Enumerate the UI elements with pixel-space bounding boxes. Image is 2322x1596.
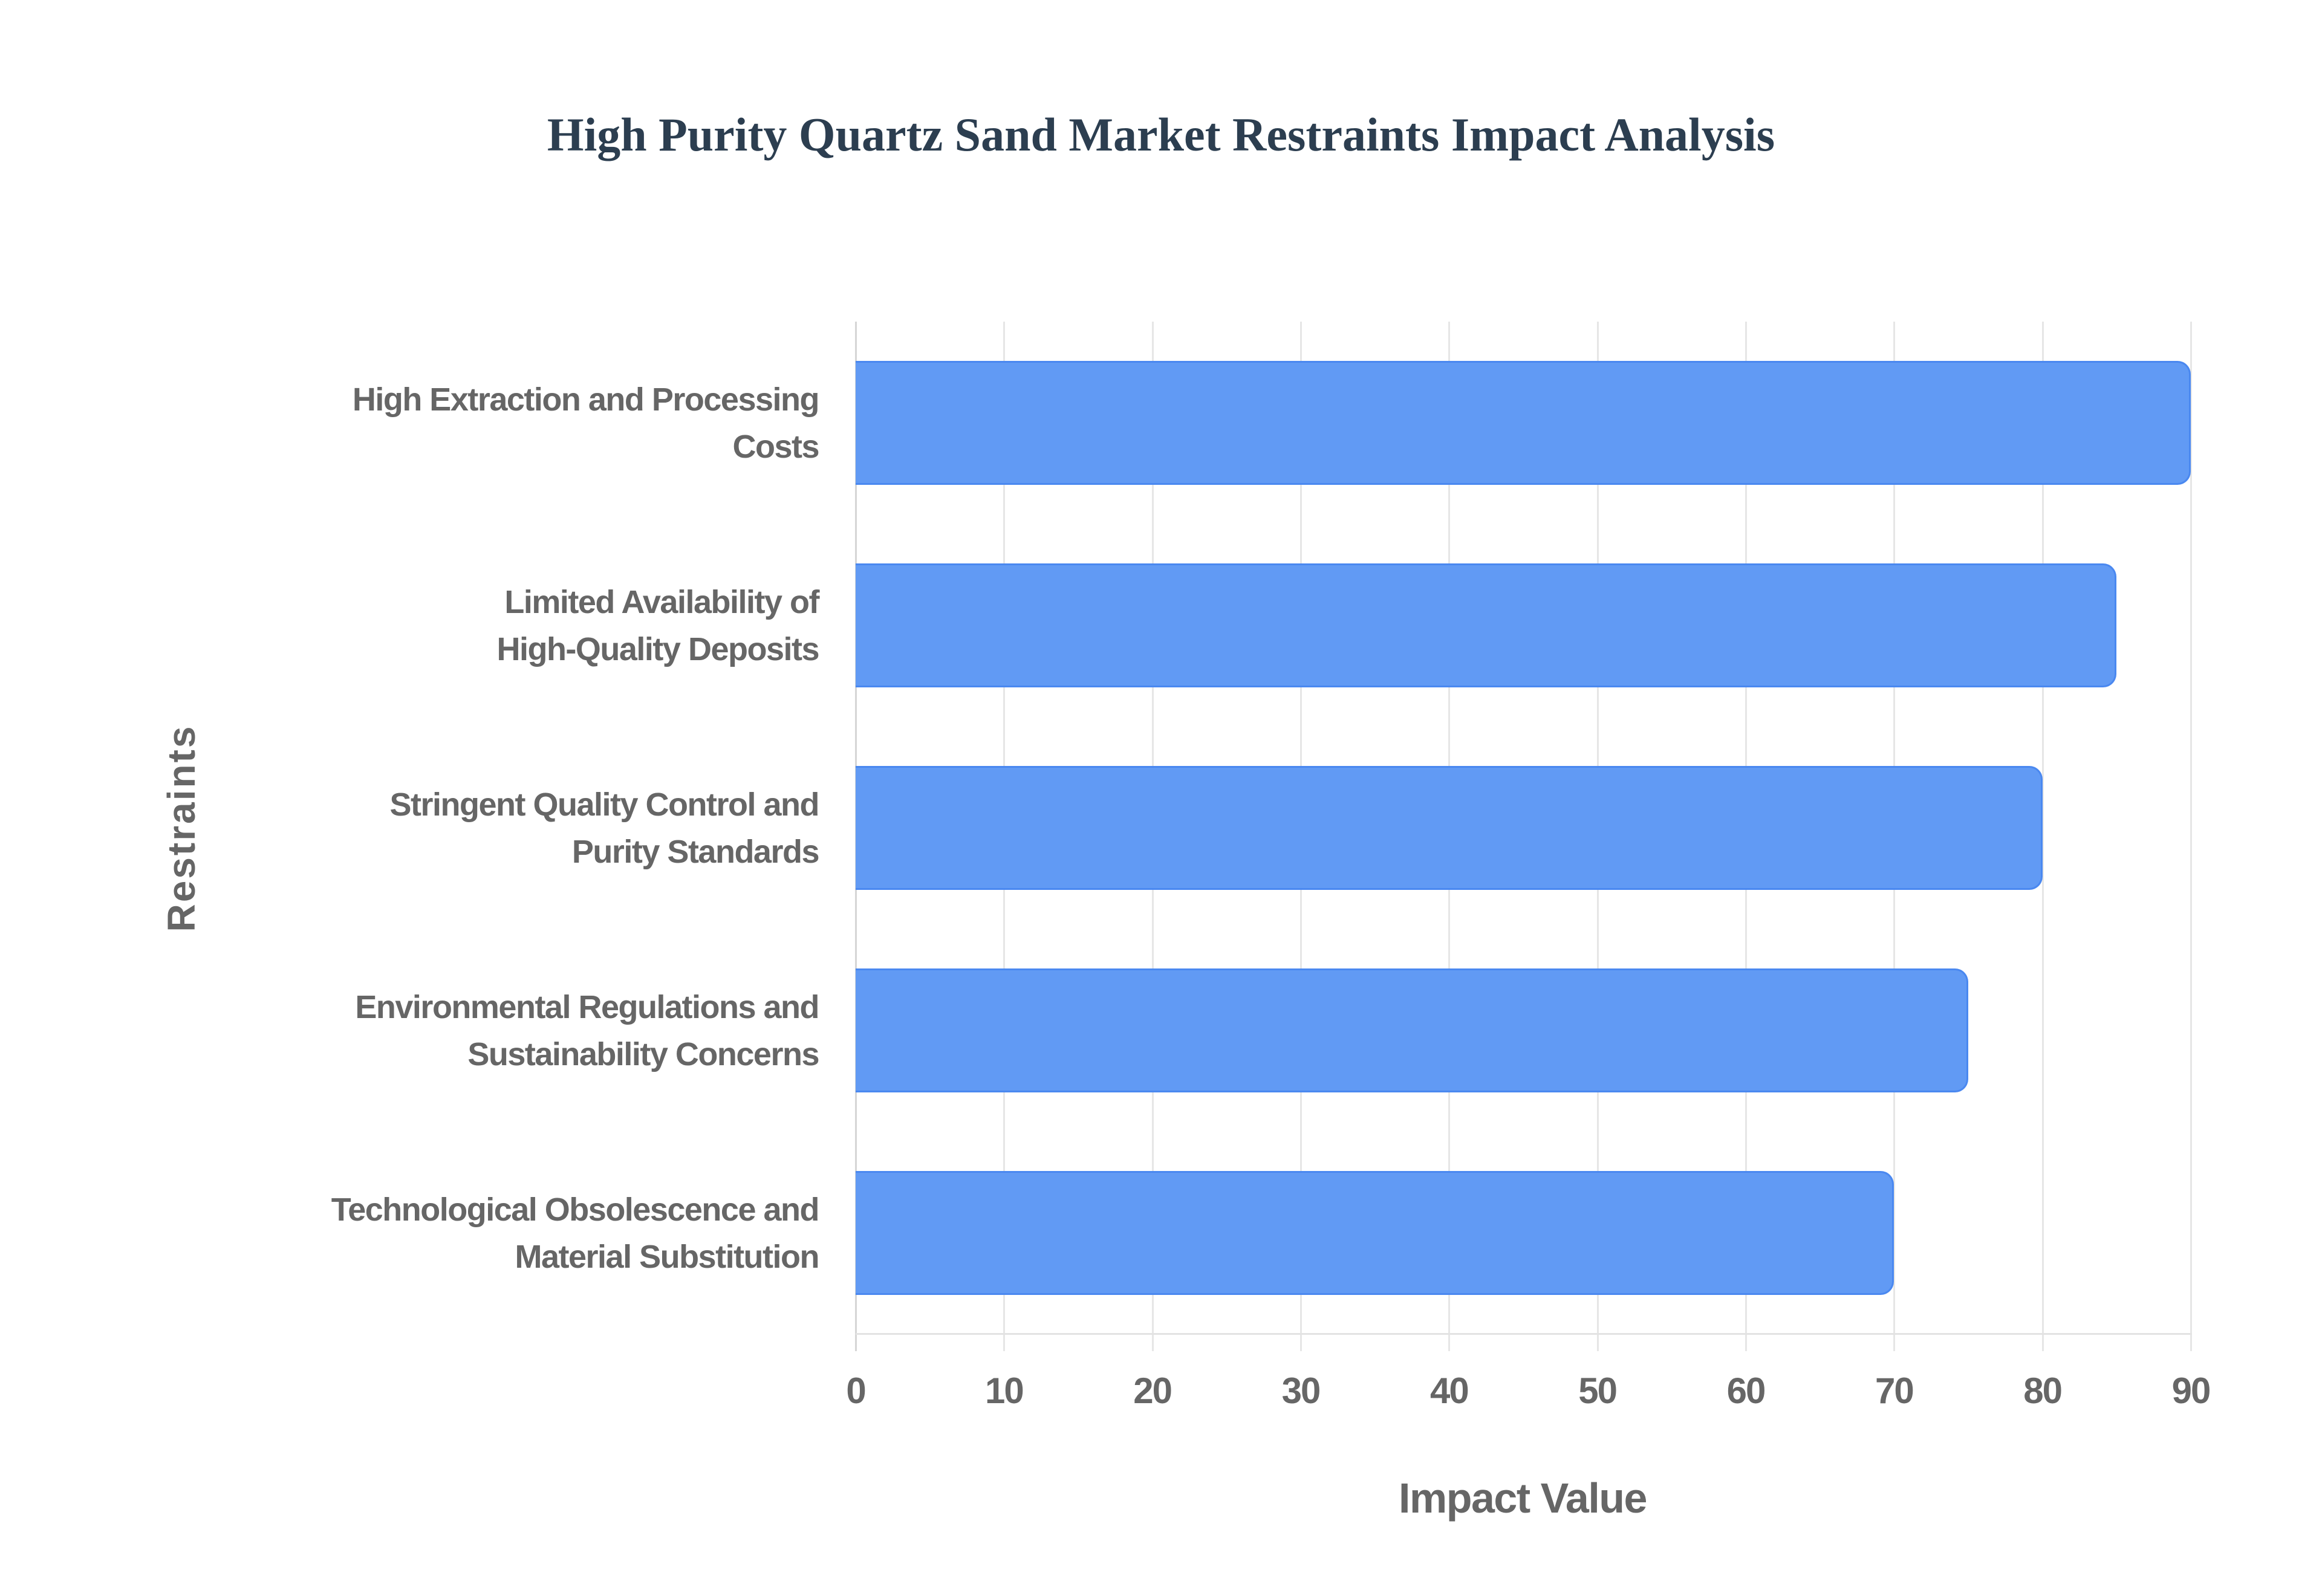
bar[interactable] (856, 968, 1968, 1092)
y-axis-title: Restraints (160, 724, 203, 932)
bar[interactable] (856, 766, 2043, 890)
x-tick-label: 30 (1281, 1371, 1321, 1411)
gridline (2041, 322, 2044, 1351)
y-category-label-line: High-Quality Deposits (496, 631, 819, 667)
y-category-label: Stringent Quality Control and Purity Stan… (214, 727, 820, 929)
bar[interactable] (856, 361, 2191, 485)
bar[interactable] (856, 1171, 1894, 1295)
x-tick-label: 10 (984, 1371, 1024, 1411)
x-tick-label: 80 (2023, 1371, 2063, 1411)
y-category-label-line: Technological Obsolescence and (331, 1191, 820, 1228)
x-tick-label: 50 (1578, 1371, 1618, 1411)
x-tick-label: 60 (1726, 1371, 1766, 1411)
y-category-label-line: Stringent Quality Control and (389, 786, 820, 823)
gridline (2190, 322, 2192, 1351)
y-category-label: Environmental Regulations and Sustainabil… (214, 929, 819, 1132)
y-category-label: Technological Obsolescence and Material S… (214, 1132, 820, 1334)
x-tick-label: 0 (846, 1371, 866, 1411)
y-category-label-line: Limited Availability of (504, 583, 819, 620)
y-category-label-line: Environmental Regulations and (355, 988, 819, 1025)
plot-area (855, 322, 2192, 1351)
x-tick-label: 90 (2171, 1371, 2211, 1411)
y-category-label-line: Purity Standards (571, 833, 820, 870)
x-tick-label: 70 (1875, 1371, 1914, 1411)
y-category-label-line: Material Substitution (515, 1238, 819, 1275)
y-category-label-line: Sustainability Concerns (467, 1036, 819, 1072)
y-category-label-line: Costs (732, 428, 819, 465)
x-axis-line (856, 1333, 2192, 1335)
y-category-label-line: High Extraction and Processing (352, 381, 820, 418)
x-tick-label: 40 (1429, 1371, 1469, 1411)
y-category-label: Limited Availability of High-Quality Depo… (214, 524, 819, 727)
x-tick-label: 20 (1133, 1371, 1172, 1411)
bar[interactable] (856, 563, 2117, 687)
y-category-label: High Extraction and Processing Costs (214, 322, 820, 524)
chart-title: High Purity Quartz Sand Market Restraint… (547, 108, 1775, 161)
x-axis-title: Impact Value (1399, 1474, 1647, 1522)
